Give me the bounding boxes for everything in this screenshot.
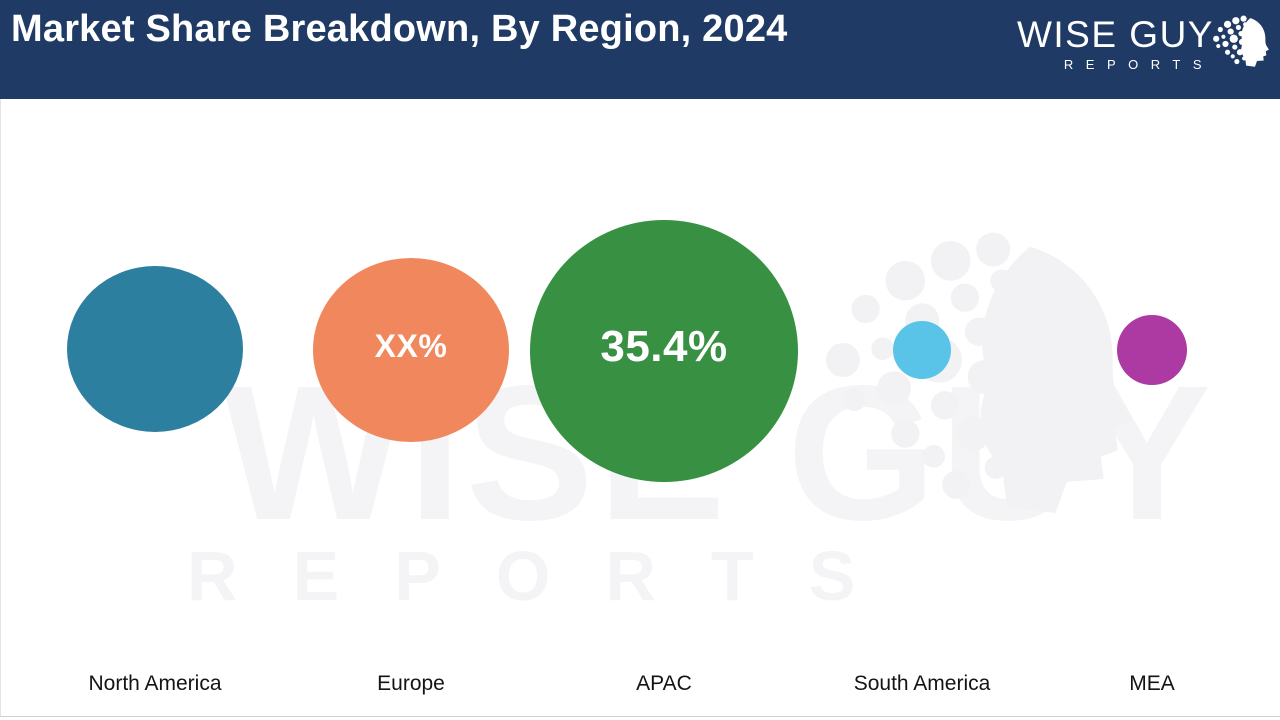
brand-logo: WISE GUY REPORTS: [1017, 16, 1272, 84]
category-label-south-america: South America: [853, 672, 991, 695]
logo-wordmark: WISE GUY REPORTS: [1017, 16, 1214, 71]
bubble-value-label: 35.4%: [600, 322, 728, 371]
wiseguy-head-icon: [1210, 6, 1272, 84]
bubble-europe: XX%: [313, 258, 509, 442]
chart-title: Market Share Breakdown, By Region, 2024: [11, 8, 788, 50]
bubble-value-label: XX%: [374, 327, 448, 364]
category-label-north-america: North America: [88, 672, 222, 695]
bubble-apac: 35.4%: [530, 220, 798, 482]
header-bar: Market Share Breakdown, By Region, 2024 …: [0, 0, 1280, 99]
logo-wordmark-line2: REPORTS: [1063, 57, 1214, 72]
bubble-north-america: [67, 266, 243, 432]
category-label-apac: APAC: [636, 672, 692, 695]
category-label-europe: Europe: [377, 672, 445, 695]
logo-wordmark-line1: WISE GUY: [1016, 14, 1214, 55]
bubble-south-america: [893, 321, 951, 379]
bubble-mea: [1117, 315, 1187, 385]
category-label-mea: MEA: [1129, 672, 1175, 695]
